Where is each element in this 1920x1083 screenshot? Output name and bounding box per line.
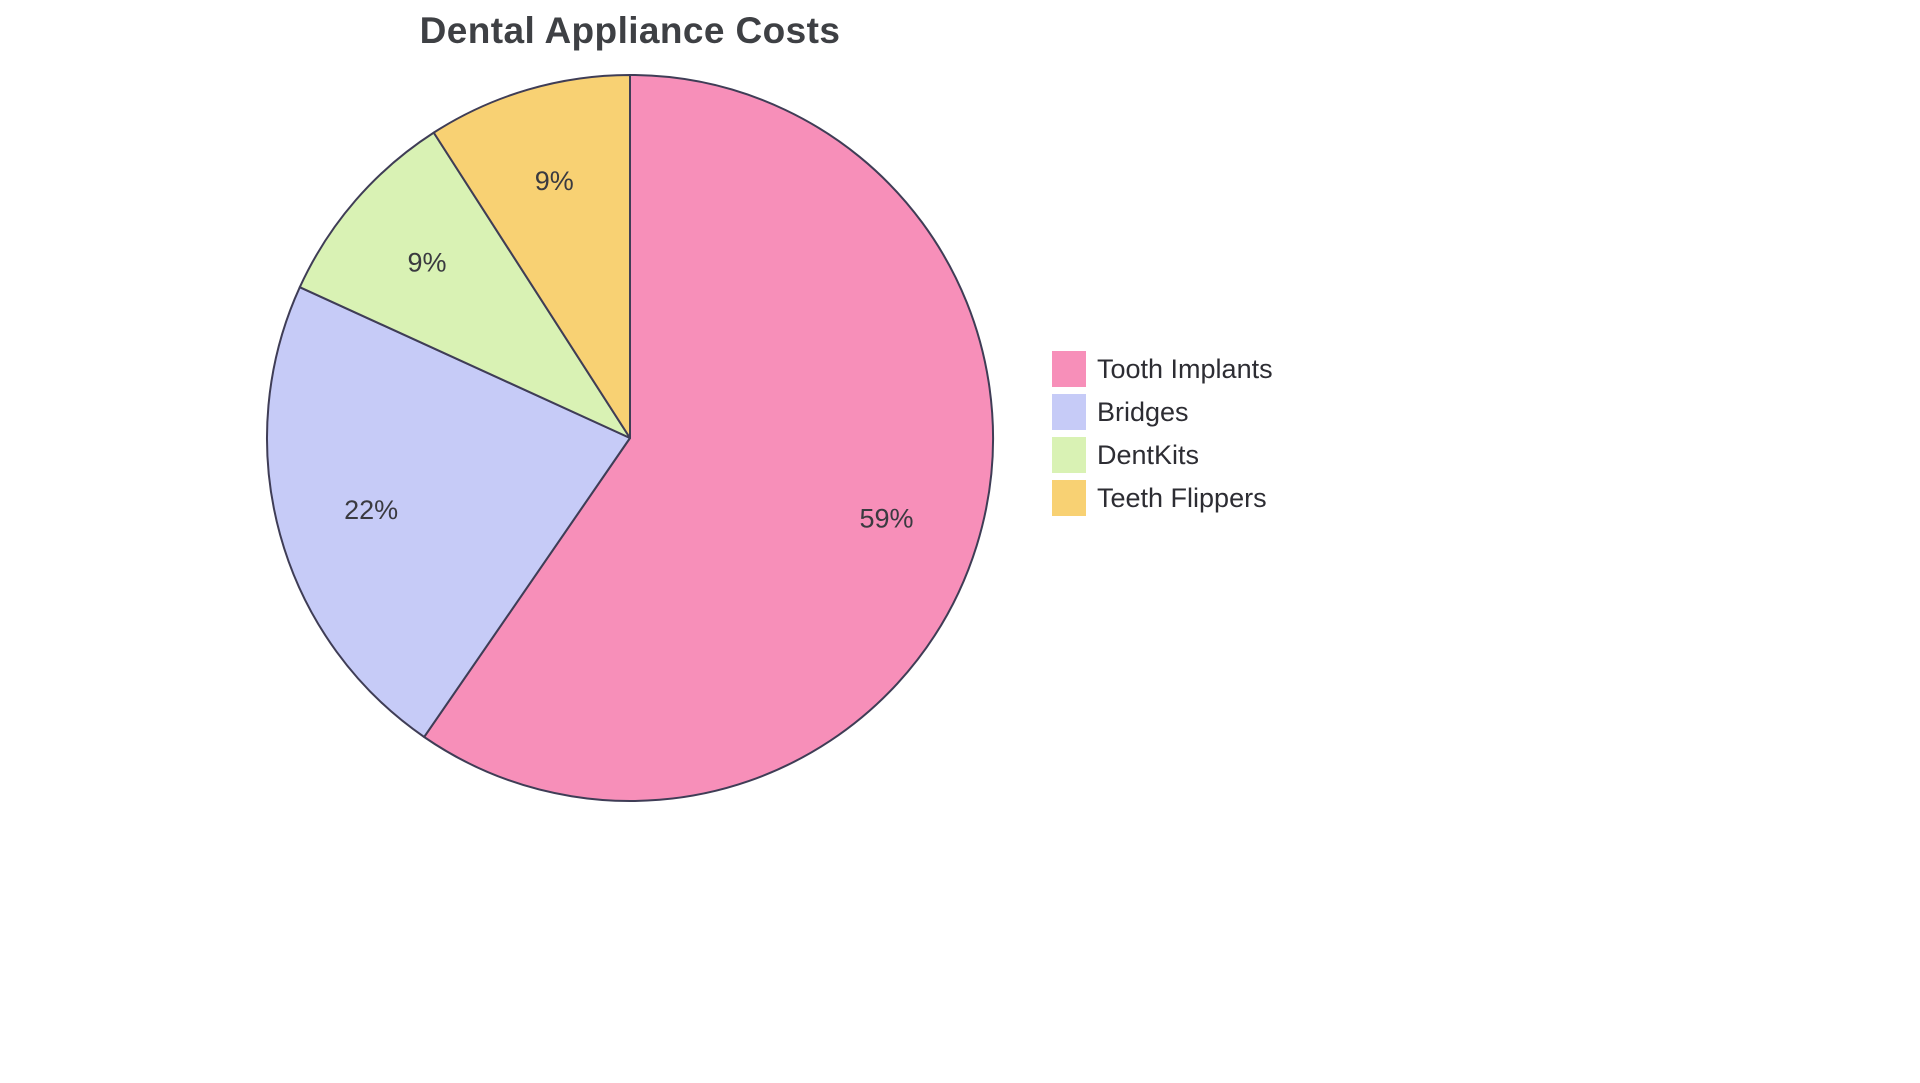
legend-label: Bridges — [1097, 396, 1189, 427]
pie-slice-bridges — [266, 286, 631, 738]
legend-label: DentKits — [1097, 439, 1200, 470]
legend-label: Tooth Implants — [1097, 353, 1273, 384]
legend-item: Bridges — [1052, 394, 1273, 430]
legend-item: Teeth Flippers — [1052, 480, 1273, 516]
slice-percent-label: 9% — [535, 166, 574, 196]
chart-title: Dental Appliance Costs — [419, 10, 841, 51]
pie-labels-group: 59% 22% 9% 9% — [344, 166, 913, 534]
pie-slice-teeth-flippers — [432, 74, 631, 439]
legend-swatch — [1052, 480, 1086, 516]
slice-percent-label: 9% — [407, 248, 446, 278]
legend-label: Teeth Flippers — [1097, 482, 1267, 513]
legend-item: Tooth Implants — [1052, 351, 1273, 387]
pie-slices-group — [266, 74, 995, 802]
legend-swatch — [1052, 351, 1086, 387]
slice-percent-label: 59% — [859, 503, 913, 533]
legend-swatch — [1052, 437, 1086, 473]
slice-percent-label: 22% — [344, 495, 398, 525]
legend-swatch — [1052, 394, 1086, 430]
pie-slice-tooth-implants — [423, 74, 995, 802]
legend: Tooth Implants Bridges DentKits Teeth Flipp… — [1052, 351, 1273, 516]
pie-slice-dentkits — [298, 131, 631, 439]
legend-item: DentKits — [1052, 437, 1273, 473]
